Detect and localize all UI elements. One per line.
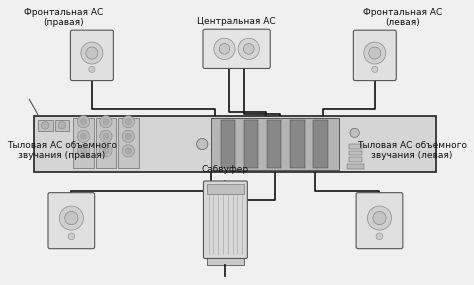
Circle shape — [100, 145, 112, 157]
Circle shape — [369, 47, 381, 59]
FancyBboxPatch shape — [353, 30, 396, 81]
Bar — [313, 120, 328, 168]
Text: Сабвуфер: Сабвуфер — [202, 165, 249, 174]
Circle shape — [81, 148, 86, 154]
Bar — [221, 120, 235, 168]
Circle shape — [214, 38, 235, 60]
Circle shape — [103, 119, 109, 125]
Circle shape — [219, 44, 230, 54]
FancyBboxPatch shape — [48, 193, 95, 249]
Circle shape — [65, 211, 78, 225]
Text: Фронтальная АС
(левая): Фронтальная АС (левая) — [363, 8, 442, 27]
Circle shape — [122, 115, 135, 128]
Circle shape — [126, 148, 131, 154]
Circle shape — [244, 44, 254, 54]
Bar — [347, 164, 364, 169]
Circle shape — [103, 148, 109, 154]
Bar — [207, 257, 244, 264]
Circle shape — [41, 122, 49, 129]
Bar — [349, 144, 362, 149]
Circle shape — [373, 211, 386, 225]
Bar — [73, 118, 94, 168]
Circle shape — [68, 233, 75, 240]
Text: Фронтальная АС
(правая): Фронтальная АС (правая) — [24, 8, 103, 27]
Circle shape — [103, 133, 109, 139]
Circle shape — [58, 122, 66, 129]
Bar — [38, 120, 53, 131]
FancyBboxPatch shape — [203, 181, 247, 258]
Bar — [55, 120, 70, 131]
Circle shape — [238, 38, 259, 60]
Text: Тыловая АС объемного
звучания (левая): Тыловая АС объемного звучания (левая) — [357, 141, 467, 160]
Bar — [267, 120, 282, 168]
Circle shape — [122, 145, 135, 157]
Circle shape — [197, 139, 208, 150]
Circle shape — [372, 66, 378, 72]
Circle shape — [77, 115, 90, 128]
Bar — [349, 151, 362, 155]
Bar — [244, 120, 258, 168]
Circle shape — [77, 145, 90, 157]
Circle shape — [81, 42, 103, 64]
Circle shape — [59, 206, 83, 230]
Circle shape — [86, 47, 98, 59]
Bar — [34, 116, 436, 172]
Bar — [290, 120, 305, 168]
Circle shape — [126, 133, 131, 139]
Circle shape — [122, 130, 135, 142]
FancyBboxPatch shape — [71, 30, 113, 81]
Circle shape — [81, 133, 86, 139]
Circle shape — [100, 130, 112, 142]
Circle shape — [350, 128, 359, 138]
Circle shape — [367, 206, 392, 230]
Circle shape — [81, 119, 86, 125]
Text: Тыловая АС объемного
звучания (правая): Тыловая АС объемного звучания (правая) — [7, 141, 117, 160]
Circle shape — [100, 115, 112, 128]
Bar — [207, 184, 244, 194]
Bar — [349, 157, 362, 162]
Circle shape — [126, 119, 131, 125]
Bar — [96, 118, 116, 168]
Circle shape — [77, 130, 90, 142]
Bar — [210, 118, 339, 170]
Circle shape — [364, 42, 386, 64]
Text: Центральная АС: Центральная АС — [197, 17, 276, 27]
FancyBboxPatch shape — [356, 193, 403, 249]
Circle shape — [89, 66, 95, 72]
Circle shape — [376, 233, 383, 240]
Bar — [118, 118, 138, 168]
FancyBboxPatch shape — [203, 29, 270, 68]
